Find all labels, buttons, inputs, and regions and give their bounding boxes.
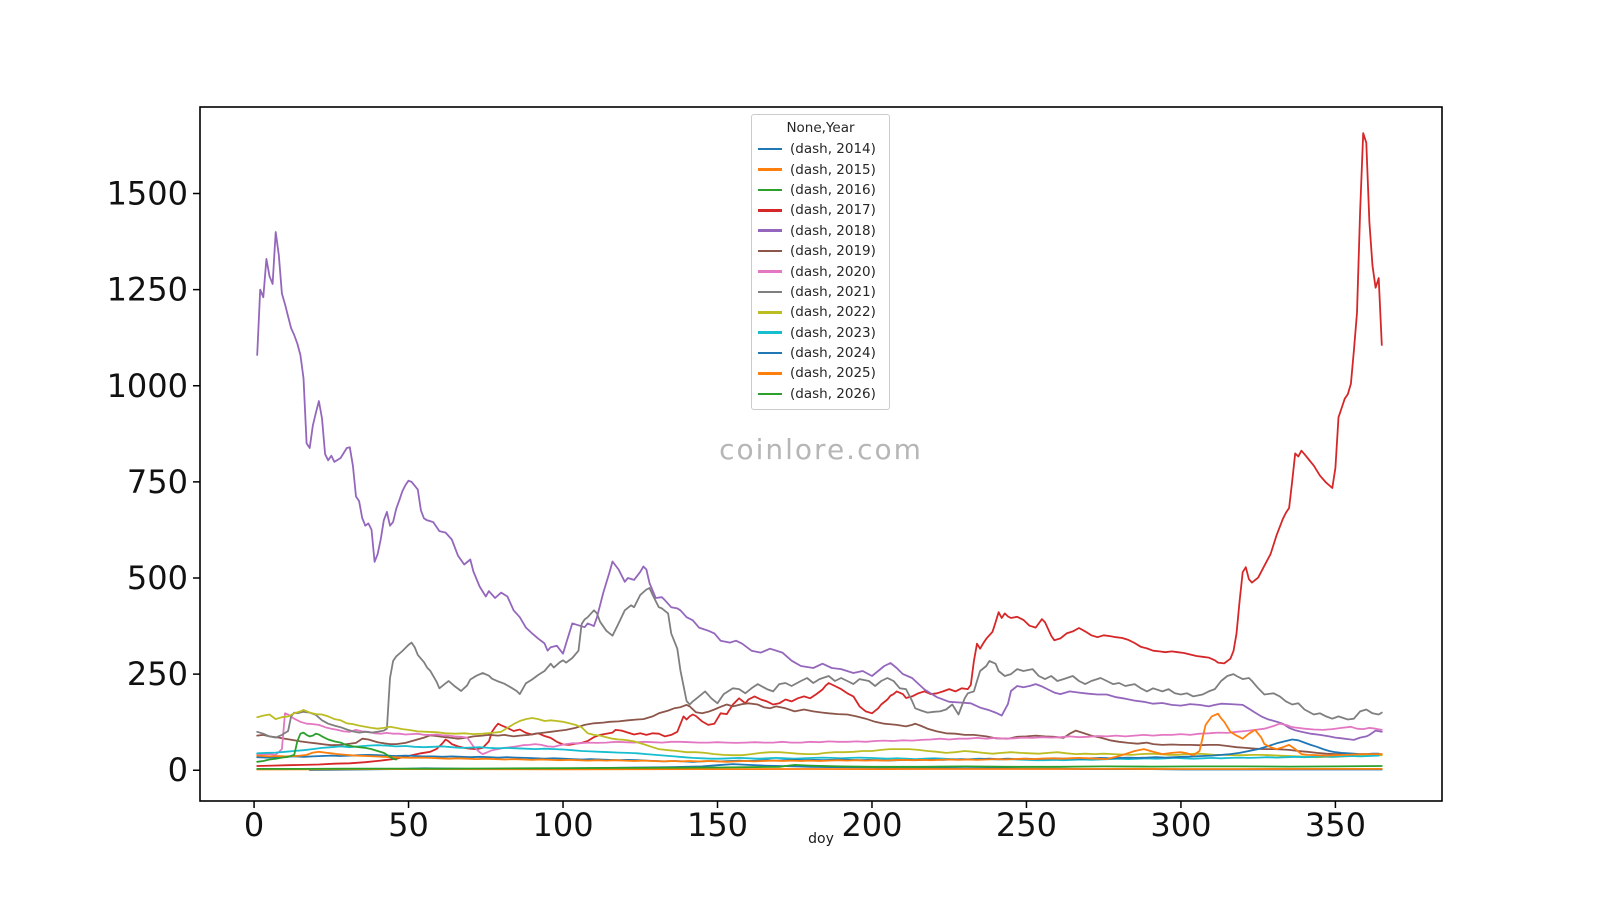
- legend-swatch: [758, 229, 782, 233]
- legend-item: (dash, 2023): [752, 323, 889, 343]
- series-line: [256, 712, 1383, 763]
- x-tick-label: 50: [388, 806, 429, 844]
- legend-item: (dash, 2024): [752, 343, 889, 363]
- legend-item: (dash, 2015): [752, 159, 889, 179]
- legend-item-label: (dash, 2026): [790, 385, 876, 402]
- legend-item: (dash, 2018): [752, 221, 889, 241]
- legend-swatch: [758, 209, 782, 212]
- legend-item-label: (dash, 2018): [790, 222, 876, 239]
- y-tick-label: 250: [127, 655, 188, 693]
- legend-swatch: [758, 290, 782, 294]
- legend-item-label: (dash, 2020): [790, 263, 876, 280]
- legend-item: (dash, 2026): [752, 384, 889, 404]
- series-line: [256, 712, 1383, 756]
- y-tick-label: 1000: [107, 367, 188, 405]
- legend-item-label: (dash, 2014): [790, 141, 876, 158]
- legend-item: (dash, 2014): [752, 139, 889, 159]
- y-tick-label: 500: [127, 559, 188, 597]
- legend-item-label: (dash, 2015): [790, 161, 876, 178]
- legend-swatch: [758, 311, 782, 314]
- legend-item: (dash, 2019): [752, 241, 889, 261]
- legend-item-label: (dash, 2022): [790, 304, 876, 321]
- x-tick-label: 0: [244, 806, 264, 844]
- legend-item: (dash, 2017): [752, 200, 889, 220]
- series-line: [256, 764, 1383, 770]
- x-tick-label: 100: [532, 806, 593, 844]
- x-tick-label: 300: [1150, 806, 1211, 844]
- series-line: [256, 587, 1383, 739]
- legend-item-label: (dash, 2024): [790, 345, 876, 362]
- legend-item-label: (dash, 2019): [790, 243, 876, 260]
- y-tick-label: 0: [168, 751, 188, 789]
- legend-swatch: [758, 351, 782, 355]
- legend-title: None,Year: [786, 120, 855, 136]
- x-tick-label: 250: [996, 806, 1057, 844]
- series-line: [256, 709, 1383, 759]
- legend-swatch: [758, 372, 782, 375]
- legend-item: (dash, 2022): [752, 302, 889, 322]
- series-line: [256, 731, 398, 763]
- legend-item-label: (dash, 2023): [790, 324, 876, 341]
- legend-item: (dash, 2016): [752, 180, 889, 200]
- series-line: [256, 132, 1383, 767]
- x-tick-label: 200: [841, 806, 902, 844]
- legend-item: (dash, 2020): [752, 261, 889, 281]
- legend-swatch: [758, 392, 782, 396]
- legend-swatch: [758, 249, 782, 253]
- legend-swatch: [758, 331, 782, 334]
- legend-item-label: (dash, 2016): [790, 181, 876, 198]
- y-tick-label: 1250: [107, 271, 188, 309]
- legend-swatch: [758, 188, 782, 192]
- x-tick-label: 350: [1305, 806, 1366, 844]
- legend-box: None,Year (dash, 2014) (dash, 2015) (dash,…: [751, 114, 890, 411]
- x-tick-label: 150: [687, 806, 748, 844]
- legend-swatch: [758, 168, 782, 171]
- legend-swatch: [758, 147, 782, 151]
- watermark: coinlore.com: [719, 433, 923, 466]
- plot-border: [199, 106, 1443, 802]
- legend-item: (dash, 2025): [752, 363, 889, 383]
- legend-items: (dash, 2014) (dash, 2015) (dash, 2016) (das…: [752, 139, 889, 404]
- y-tick-label: 1500: [107, 175, 188, 213]
- legend-item: (dash, 2021): [752, 282, 889, 302]
- legend-swatch: [758, 270, 782, 273]
- x-axis-label: doy: [808, 831, 834, 847]
- series-line: [256, 744, 1380, 762]
- series-line: [256, 231, 1383, 741]
- legend-item-label: (dash, 2021): [790, 283, 876, 300]
- legend-item-label: (dash, 2017): [790, 202, 876, 219]
- y-tick-label: 750: [127, 463, 188, 501]
- legend-item-label: (dash, 2025): [790, 365, 876, 382]
